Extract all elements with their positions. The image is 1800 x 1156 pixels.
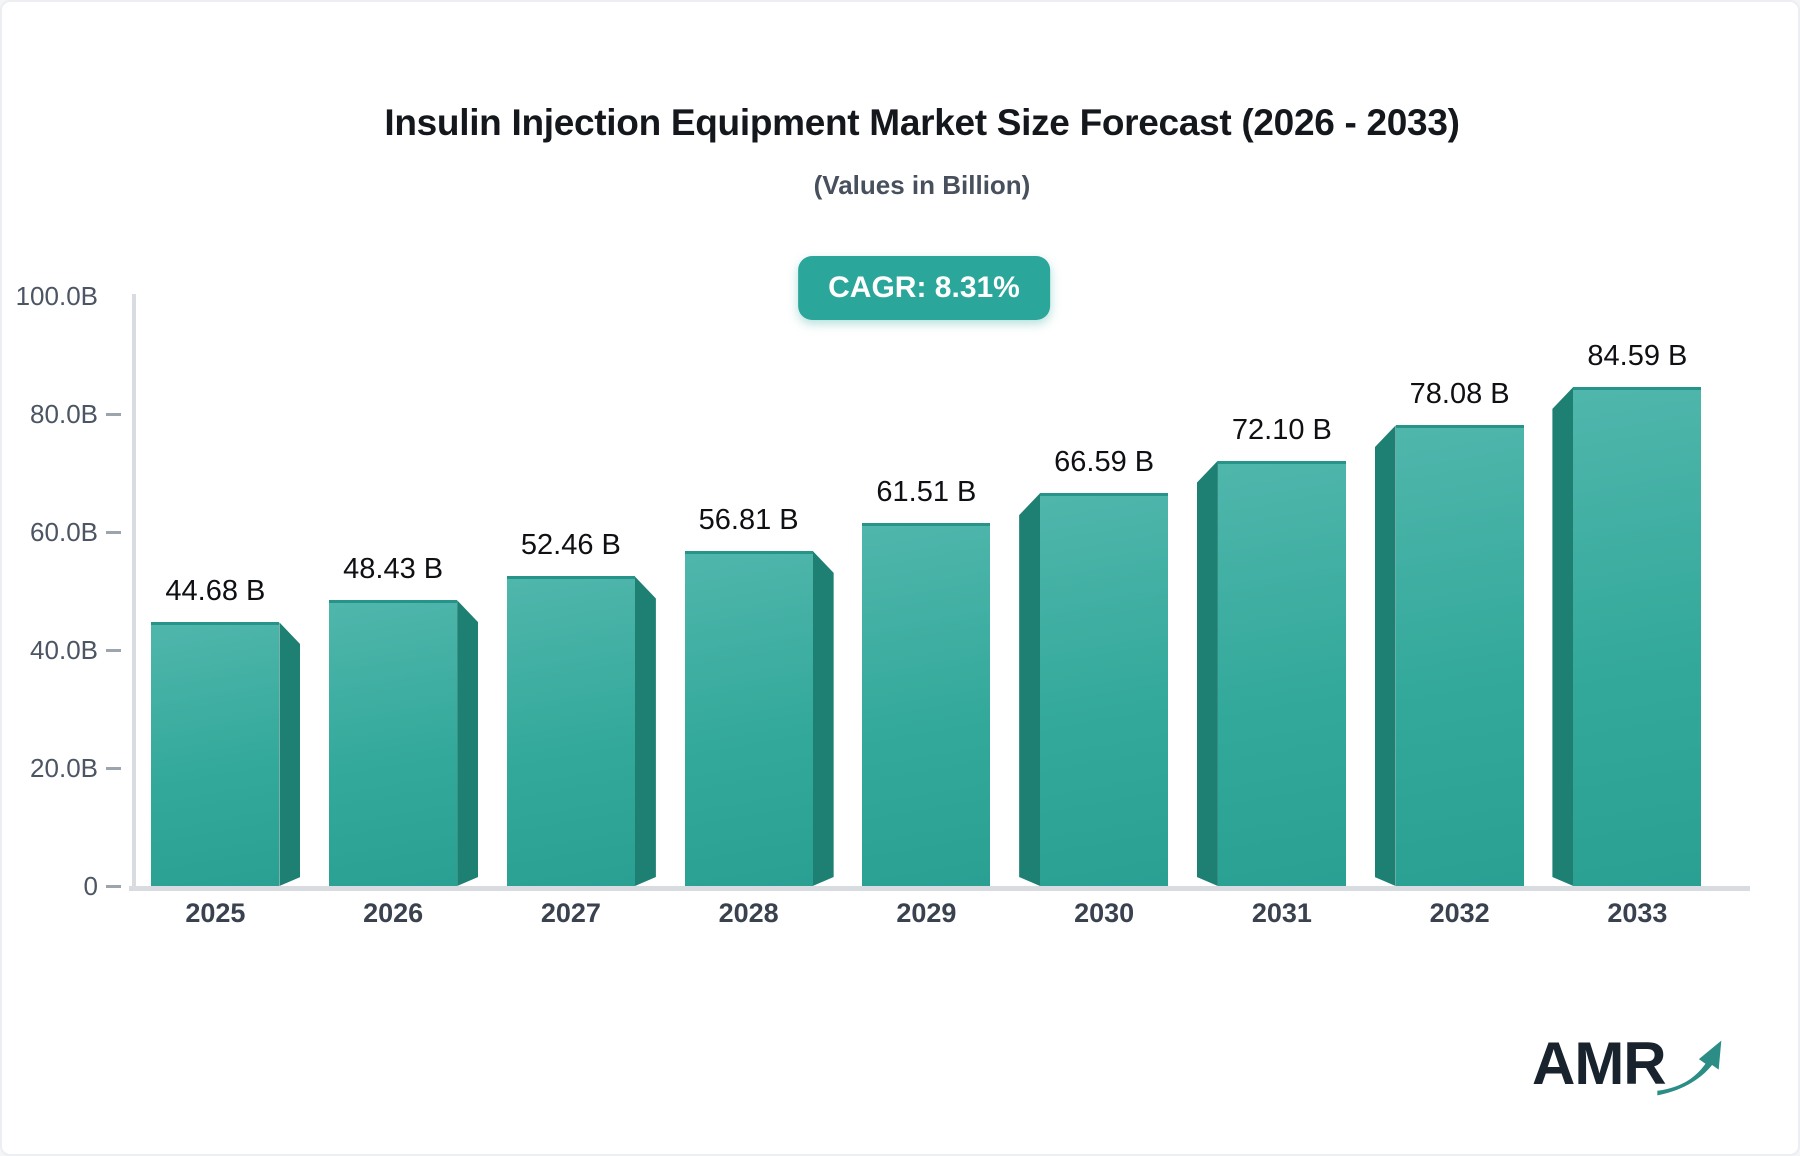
bar-2026-side [457,600,478,886]
bar-value-label: 56.81 B [698,503,799,536]
y-tick-mark [106,885,121,888]
bar-value-label: 61.51 B [876,476,977,509]
bar-2025-side [279,622,300,886]
bar-2029 [862,523,991,886]
chart-subtitle: (Values in Billion) [813,170,1031,200]
bar-2028 [684,550,813,886]
y-tick-label: 80.0B [30,399,98,429]
cagr-badge: CAGR: 8.31% [798,256,1050,320]
bar-value-label: 66.59 B [1054,446,1155,479]
y-tick-mark [106,413,121,416]
amr-logo-text: AMR [1532,1030,1667,1097]
y-tick-label: 20.0B [30,753,98,783]
bar-value-label: 72.10 B [1231,413,1332,446]
growth-arrow-icon [1656,1040,1721,1096]
bar-2030-side [1019,493,1040,886]
x-axis-label-2028: 2028 [718,898,779,928]
x-axis-label-2032: 2032 [1429,898,1490,928]
bar-2033 [1573,386,1702,886]
chart-title: Insulin Injection Equipment Market Size … [384,102,1460,143]
bar-2032 [1395,425,1524,886]
bar-2030 [1040,493,1169,886]
bar-value-label: 44.68 B [165,575,266,608]
x-axis-label-2030: 2030 [1074,898,1135,928]
x-axis-label-2025: 2025 [185,898,246,928]
bar-2027 [506,576,635,886]
bar-2026 [329,600,458,886]
y-tick-label: 0 [83,871,98,901]
x-axis-label-2031: 2031 [1251,898,1312,928]
bar-2033-side [1552,387,1573,886]
bar-2028-side [813,551,834,886]
amr-logo: AMR [1532,1034,1722,1098]
bar-2032-side [1375,425,1396,886]
y-tick-label: 60.0B [30,517,98,547]
bar-2025 [151,622,280,886]
bar-value-label: 84.59 B [1587,339,1688,372]
bar-value-label: 48.43 B [343,553,444,586]
y-tick-mark [106,649,121,652]
y-tick-mark [106,531,121,534]
y-tick-label: 40.0B [30,635,98,665]
bar-value-label: 78.08 B [1409,378,1510,411]
x-axis-label-2026: 2026 [363,898,424,928]
bar-2031-side [1197,461,1218,886]
bar-2027-side [635,576,656,886]
x-axis-label-2029: 2029 [896,898,957,928]
x-axis-line [129,886,1750,891]
y-tick-label: 100.0B [15,281,98,311]
bar-2031 [1217,460,1346,886]
y-tick-mark [106,767,121,770]
bar-value-label: 52.46 B [520,529,621,562]
y-axis-line [132,294,136,891]
x-axis-label-2033: 2033 [1607,898,1668,928]
x-axis-label-2027: 2027 [540,898,601,928]
